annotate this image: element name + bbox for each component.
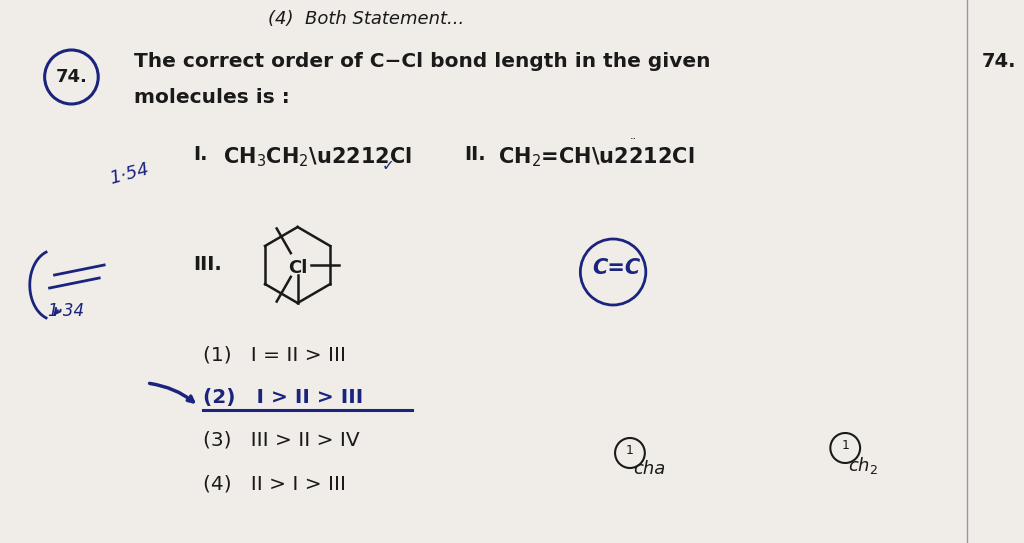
Text: (4)  Both Statement...: (4) Both Statement...	[268, 10, 464, 28]
Text: (4)   II > I > III: (4) II > I > III	[204, 474, 346, 493]
Text: 1·54: 1·54	[108, 160, 151, 188]
Text: (1)   I = II > III: (1) I = II > III	[204, 345, 346, 364]
Text: 1·34: 1·34	[48, 302, 85, 320]
Text: 1: 1	[626, 444, 634, 457]
Text: ch$_2$: ch$_2$	[848, 455, 879, 476]
Text: ¨: ¨	[630, 137, 636, 150]
Text: II.: II.	[464, 145, 486, 164]
Text: The correct order of C−Cl bond length in the given: The correct order of C−Cl bond length in…	[134, 52, 711, 71]
Text: (3)   III > II > IV: (3) III > II > IV	[204, 430, 360, 449]
Text: C=C: C=C	[592, 258, 640, 278]
Text: cha: cha	[633, 460, 666, 478]
Text: 74.: 74.	[982, 52, 1017, 71]
Text: ✓: ✓	[382, 158, 394, 173]
Text: 74.: 74.	[55, 68, 87, 86]
Text: I.: I.	[194, 145, 208, 164]
Text: molecules is :: molecules is :	[134, 88, 290, 107]
Text: CH$_2$=CH\u2212Cl: CH$_2$=CH\u2212Cl	[498, 145, 694, 168]
Text: III.: III.	[194, 255, 222, 274]
Text: (2)   I > II > III: (2) I > II > III	[204, 388, 364, 407]
Text: Cl: Cl	[288, 259, 307, 277]
Text: CH$_3$CH$_2$\u2212Cl: CH$_3$CH$_2$\u2212Cl	[223, 145, 413, 168]
Text: 1: 1	[842, 439, 849, 452]
